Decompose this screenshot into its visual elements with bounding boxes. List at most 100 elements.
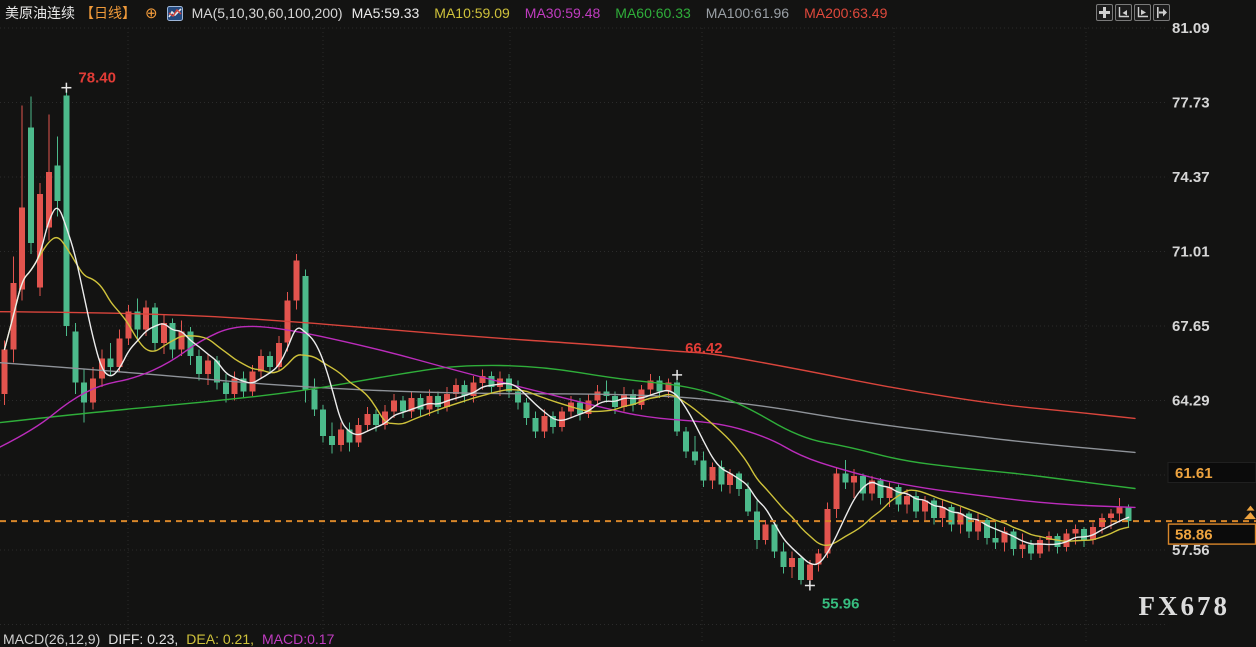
macd-indicator-name[interactable]: MACD(26,12,9) xyxy=(3,631,101,647)
candle xyxy=(293,260,300,301)
macd-value: DEA: 0.21, xyxy=(186,631,254,647)
candle xyxy=(417,398,424,410)
price-up-arrow-icon xyxy=(1246,505,1255,511)
candle xyxy=(390,400,397,412)
candle xyxy=(90,378,96,403)
candle xyxy=(63,95,70,327)
candle xyxy=(886,487,893,499)
autoscroll-play-icon xyxy=(1137,7,1148,18)
macd-values: DIFF: 0.23, DEA: 0.21, MACD:0.17 xyxy=(108,632,334,646)
candle xyxy=(815,553,822,565)
candle xyxy=(479,376,486,383)
candle xyxy=(1019,544,1026,549)
candle xyxy=(36,194,43,288)
annotation-period-low: 55.96 xyxy=(822,596,860,613)
y-axis-tick: 74.37 xyxy=(1172,169,1210,186)
candle xyxy=(328,435,335,445)
candle xyxy=(470,382,477,396)
candle xyxy=(399,400,406,412)
ma-values: MA5:59.33 MA10:59.09 MA30:59.48 MA60:60.33 M… xyxy=(352,5,888,21)
candle xyxy=(169,322,176,350)
candle xyxy=(585,400,592,414)
candle xyxy=(877,480,884,498)
candle xyxy=(939,506,946,518)
candle xyxy=(833,473,840,510)
candle xyxy=(258,356,265,372)
candle xyxy=(957,513,964,525)
candle xyxy=(196,356,203,374)
ma-value: MA10:59.09 xyxy=(434,5,510,21)
add-indicator-button[interactable]: ⊕ xyxy=(145,4,158,22)
y-axis-tick: 77.73 xyxy=(1172,95,1210,112)
candle xyxy=(311,389,318,410)
candle xyxy=(355,424,362,443)
candle xyxy=(222,382,229,394)
candle xyxy=(505,378,512,392)
candle xyxy=(320,409,327,436)
annotations-layer: 78.40 66.42 55.96 xyxy=(61,70,859,613)
candle xyxy=(187,331,194,357)
candle xyxy=(143,307,150,330)
candle xyxy=(718,467,725,485)
candle xyxy=(435,396,442,408)
ma-value: MA60:60.33 xyxy=(615,5,691,21)
y-axis-labels: 81.09 77.73 74.37 71.01 67.65 64.29 57.56 xyxy=(1172,20,1210,559)
candle xyxy=(426,396,433,410)
candle xyxy=(682,431,689,452)
candle xyxy=(541,416,548,432)
ma-line-MA30 xyxy=(0,325,1136,509)
candle xyxy=(98,358,105,379)
candle xyxy=(789,558,796,567)
candle xyxy=(806,564,813,581)
ma-line-MA100 xyxy=(0,362,1136,454)
candle xyxy=(1098,518,1105,527)
y-axis-tick: 71.01 xyxy=(1172,244,1210,261)
candle xyxy=(1081,529,1088,541)
annotation-local-high: 66.42 xyxy=(685,340,723,357)
candle xyxy=(638,389,645,405)
candle xyxy=(275,342,282,368)
ma-value: MA30:59.48 xyxy=(524,5,601,21)
candle xyxy=(1010,531,1017,549)
candle xyxy=(921,500,928,512)
candle xyxy=(709,467,716,481)
line-chart-icon[interactable] xyxy=(166,5,183,21)
ma-settings-label[interactable]: MA(5,10,30,60,100,200) xyxy=(191,5,343,21)
candle xyxy=(497,378,504,388)
candle xyxy=(1090,526,1096,541)
scroll-right-button[interactable] xyxy=(1153,4,1170,21)
candle xyxy=(116,338,123,368)
candle xyxy=(576,402,583,414)
candle xyxy=(736,473,742,490)
pan-crosshair-button[interactable] xyxy=(1096,4,1113,21)
current-price-marker: 58.86 xyxy=(1167,523,1256,545)
candle xyxy=(913,495,919,512)
autoscroll-play-button[interactable] xyxy=(1134,4,1151,21)
annotation-period-high: 78.40 xyxy=(78,70,116,87)
candle xyxy=(1028,544,1035,554)
candle xyxy=(45,172,52,228)
period-tag[interactable]: 【日线】 xyxy=(80,5,136,21)
symbol-title: 美原油连续 xyxy=(5,5,75,21)
candle xyxy=(151,307,158,343)
candle xyxy=(665,382,672,392)
y-axis-tick: 57.56 xyxy=(1172,542,1210,559)
candle xyxy=(72,331,79,383)
candle xyxy=(762,524,769,541)
candle xyxy=(824,509,831,554)
ma-value: MA100:61.96 xyxy=(705,5,790,21)
candle xyxy=(930,500,937,518)
candle xyxy=(240,378,247,392)
candle xyxy=(559,411,565,427)
candle xyxy=(859,475,866,494)
candle xyxy=(992,538,999,543)
scale-back-button[interactable] xyxy=(1115,4,1132,21)
candle xyxy=(1054,535,1061,547)
candle xyxy=(691,451,698,461)
candle xyxy=(382,411,389,425)
candle xyxy=(205,360,211,374)
candle xyxy=(983,520,990,538)
candle xyxy=(700,460,707,481)
candle xyxy=(966,513,973,532)
